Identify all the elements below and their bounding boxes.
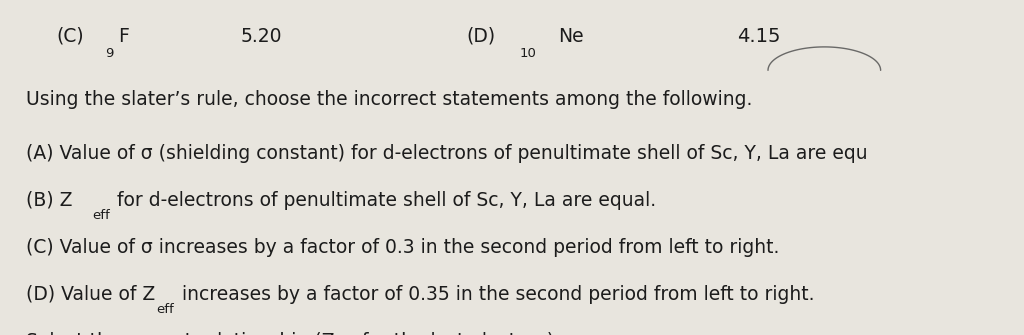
Text: 5.20: 5.20 xyxy=(241,27,283,46)
Text: 4.15: 4.15 xyxy=(737,27,780,46)
Text: Ne: Ne xyxy=(558,27,584,46)
Text: eff: eff xyxy=(92,209,110,222)
Text: (D): (D) xyxy=(466,27,495,46)
Text: increases by a factor of 0.35 in the second period from left to right.: increases by a factor of 0.35 in the sec… xyxy=(176,285,815,304)
Text: F: F xyxy=(118,27,129,46)
Text: (A) Value of σ (shielding constant) for d-electrons of penultimate shell of Sc, : (A) Value of σ (shielding constant) for … xyxy=(26,144,867,163)
Text: (B) Z: (B) Z xyxy=(26,191,72,210)
Text: (C): (C) xyxy=(56,27,84,46)
Text: 9: 9 xyxy=(105,47,114,60)
Text: Using the slater’s rule, choose the incorrect statements among the following.: Using the slater’s rule, choose the inco… xyxy=(26,90,752,110)
Text: 10: 10 xyxy=(519,47,536,60)
Text: (D) Value of Z: (D) Value of Z xyxy=(26,285,155,304)
Text: eff: eff xyxy=(157,303,174,316)
Text: for d-electrons of penultimate shell of Sc, Y, La are equal.: for d-electrons of penultimate shell of … xyxy=(111,191,655,210)
Text: for the last electron):: for the last electron): xyxy=(356,332,561,335)
Text: Select the correct relationship (Z: Select the correct relationship (Z xyxy=(26,332,334,335)
Text: (C) Value of σ increases by a factor of 0.3 in the second period from left to ri: (C) Value of σ increases by a factor of … xyxy=(26,238,779,257)
